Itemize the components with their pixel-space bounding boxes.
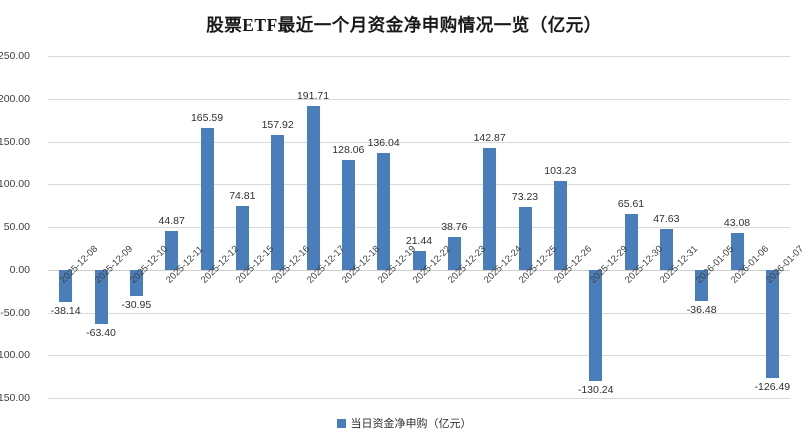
bar-value-label: 21.44 <box>405 235 433 248</box>
bar-value-label: 73.23 <box>511 191 539 204</box>
bar[interactable] <box>306 105 320 270</box>
bar[interactable] <box>483 147 497 270</box>
bar[interactable] <box>765 269 779 378</box>
bar-value-label: 47.63 <box>653 213 680 226</box>
legend-item-label: 当日资金净申购（亿元） <box>350 418 472 430</box>
chart-legend: 当日资金净申购（亿元） <box>0 415 808 431</box>
y-axis-tick-label: 150.00 <box>0 135 30 148</box>
x-axis-tick-label: 2026-01-07 <box>764 243 807 286</box>
bar-value-label: 165.59 <box>190 112 224 125</box>
bar-value-label: -63.40 <box>86 326 116 339</box>
y-axis-tick-label: 250.00 <box>0 50 30 62</box>
gridline <box>48 141 790 143</box>
bar[interactable] <box>624 213 638 270</box>
bar[interactable] <box>589 269 603 382</box>
y-axis-tick-label: -50.00 <box>0 306 30 319</box>
bar-value-label: 157.92 <box>261 118 294 131</box>
bar-value-label: -38.14 <box>50 305 81 318</box>
legend-color-swatch <box>336 418 346 428</box>
bar-value-label: -36.48 <box>686 303 717 316</box>
plot-area: 250.00 200.00 150.00 100.00 50.00 0.00 -50.00 -… <box>0 50 806 404</box>
bar-value-label: 43.08 <box>723 216 751 229</box>
gridline <box>48 56 790 57</box>
bar[interactable] <box>695 269 709 301</box>
bar[interactable] <box>235 205 249 270</box>
x-axis-tick-label: 2025-12-10 <box>128 243 171 286</box>
bar-value-label: -126.49 <box>754 380 791 393</box>
gridline <box>48 184 790 186</box>
bar[interactable] <box>129 269 143 297</box>
y-axis-tick-label: 0.00 <box>9 263 30 276</box>
bar-value-label: -130.24 <box>577 384 614 397</box>
gridline <box>48 269 790 271</box>
gridline <box>48 398 790 399</box>
bar[interactable] <box>377 153 391 270</box>
y-axis-tick-label: 50.00 <box>3 221 30 233</box>
bar[interactable] <box>659 229 673 270</box>
bar-value-label: 44.87 <box>158 215 185 228</box>
bar-value-label: 128.06 <box>332 144 365 157</box>
bar-value-label: -30.95 <box>121 299 152 312</box>
bar[interactable] <box>730 232 744 270</box>
bar-value-label: 191.71 <box>296 89 330 102</box>
y-axis-tick-label: 100.00 <box>0 178 30 191</box>
bar[interactable] <box>518 207 532 270</box>
bar-value-label: 136.04 <box>367 137 400 150</box>
bar[interactable] <box>94 269 108 324</box>
bar-value-label: 74.81 <box>229 189 256 202</box>
y-axis-tick-label: -150.00 <box>0 392 30 404</box>
bar[interactable] <box>553 181 567 270</box>
y-axis-tick-label: -100.00 <box>0 349 30 362</box>
bar[interactable] <box>341 160 355 270</box>
gridline <box>48 312 790 314</box>
bar[interactable] <box>271 134 285 270</box>
bar-value-label: 103.23 <box>544 165 577 178</box>
gridline <box>48 98 790 100</box>
gridline <box>48 227 790 228</box>
bar[interactable] <box>412 251 426 270</box>
bar-value-label: 142.87 <box>473 131 506 144</box>
bar[interactable] <box>447 236 461 270</box>
chart-title: 股票ETF最近一个月资金净申购情况一览（亿元） <box>206 15 602 35</box>
bar[interactable] <box>165 231 179 270</box>
bar[interactable] <box>59 269 73 303</box>
bar[interactable] <box>200 128 214 270</box>
bar-value-label: 65.61 <box>617 197 645 210</box>
gridline <box>48 355 790 357</box>
y-axis-tick-label: 200.00 <box>0 92 30 105</box>
bar-value-label: 38.76 <box>441 220 468 233</box>
